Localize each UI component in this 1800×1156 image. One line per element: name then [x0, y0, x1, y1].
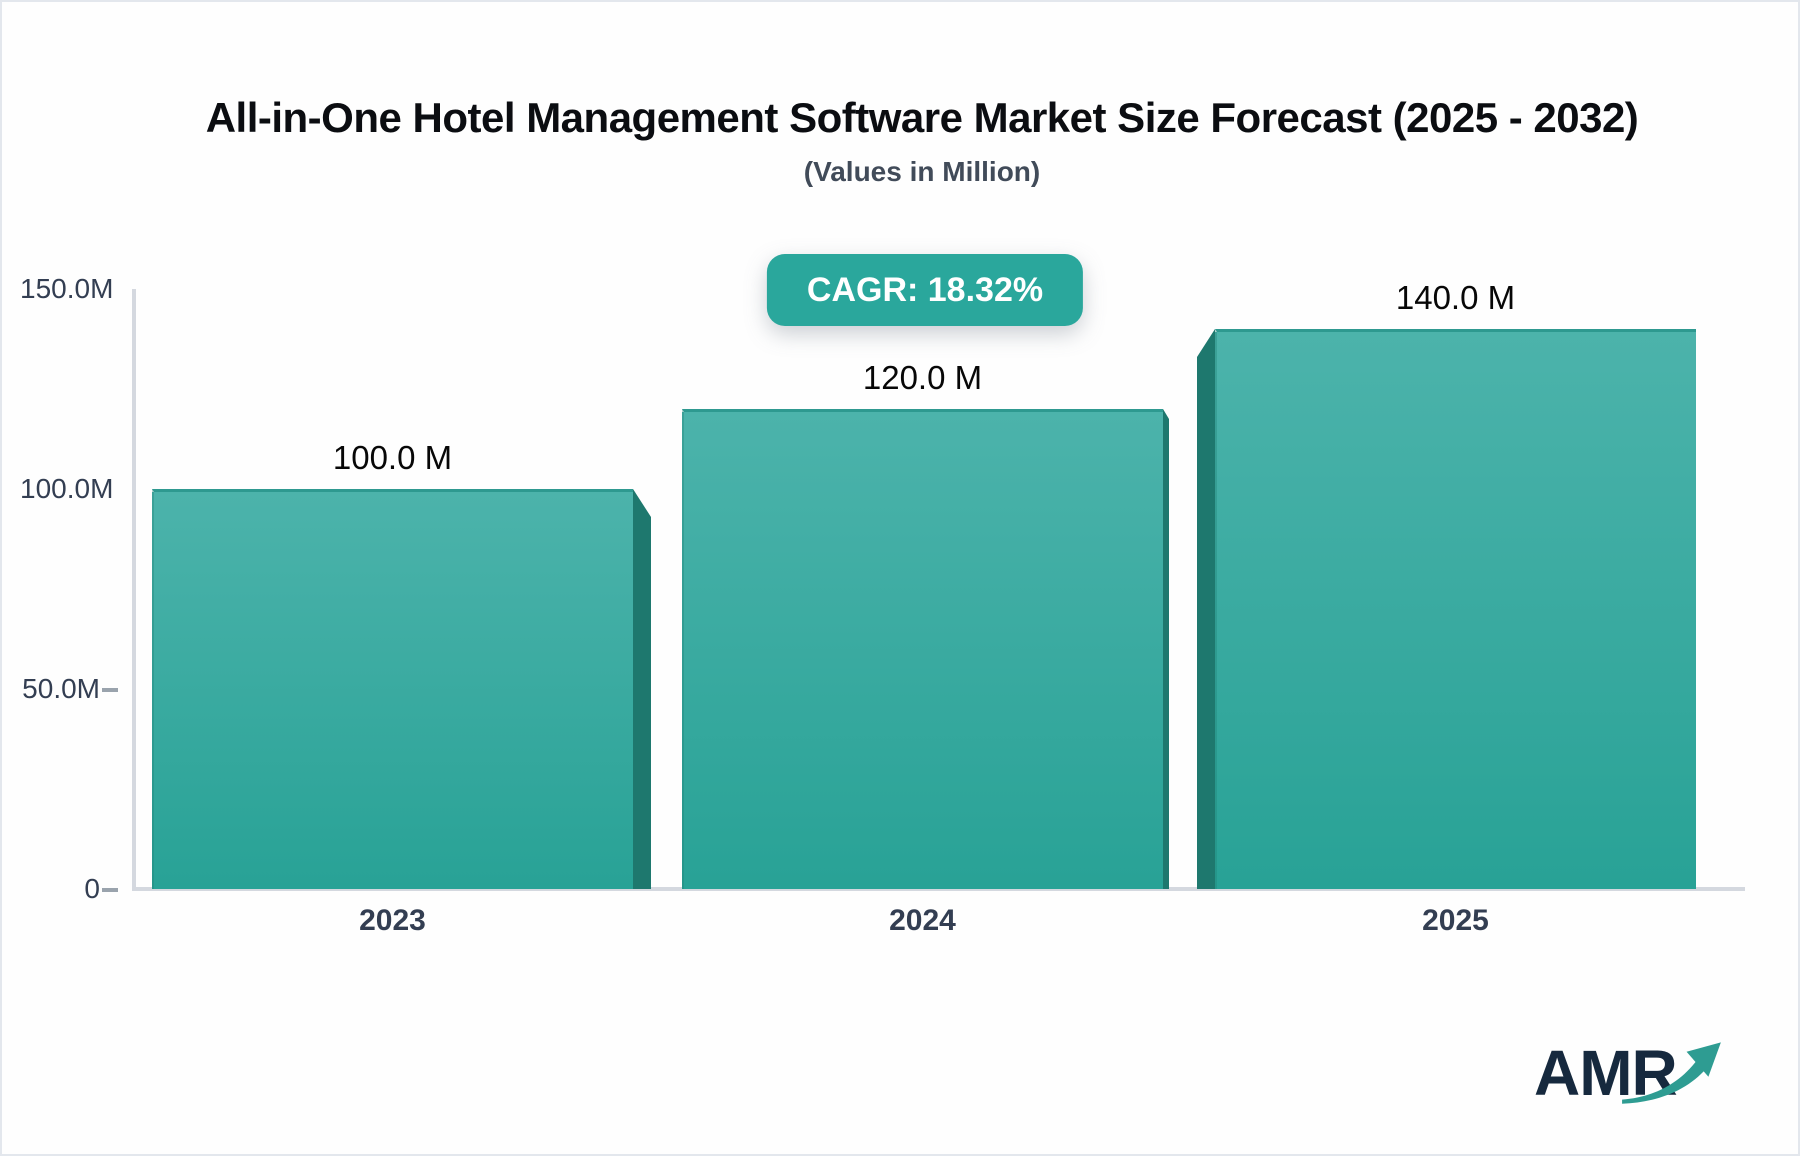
x-axis-line: [132, 887, 1745, 891]
x-category-label: 2024: [889, 904, 956, 937]
y-tick-label: 150.0M: [20, 273, 114, 304]
cagr-badge-label: CAGR: 18.32%: [806, 271, 1044, 309]
bar-3d-side: [1197, 329, 1215, 889]
y-tick-dash: [102, 688, 118, 692]
bar-value-label: 120.0 M: [862, 359, 983, 396]
x-category-label: 2023: [359, 904, 426, 937]
bar-value-label: 140.0 M: [1395, 279, 1516, 316]
y-axis-line: [132, 289, 136, 891]
bar-2023: [152, 489, 633, 889]
chart-title: All-in-One Hotel Management Software Mar…: [205, 94, 1639, 141]
y-tick-dash: [102, 888, 118, 892]
y-tick-label: 50.0M: [22, 673, 100, 704]
amr-logo: AMR: [1534, 1036, 1724, 1116]
bar-3d-side: [1163, 409, 1169, 889]
trend-up-arrow-icon: [1622, 1042, 1721, 1104]
bar-value-label: 100.0 M: [332, 439, 453, 476]
chart-header: All-in-One Hotel Management Software Mar…: [46, 94, 1798, 188]
bar-3d-side: [633, 489, 651, 889]
cagr-badge: CAGR: 18.32%: [766, 254, 1084, 326]
bar-2025: [1215, 329, 1696, 889]
bar-2024: [682, 409, 1163, 889]
y-tick-label: 0: [84, 873, 100, 904]
x-category-label: 2025: [1422, 904, 1489, 937]
y-tick-label: 100.0M: [20, 473, 114, 504]
chart-subtitle: (Values in Million): [803, 156, 1041, 187]
